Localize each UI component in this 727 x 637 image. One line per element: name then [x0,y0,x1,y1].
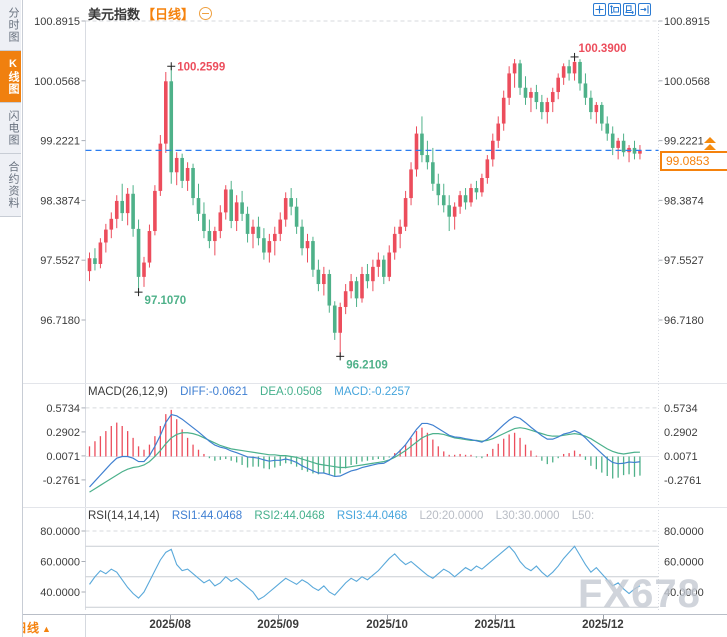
x-axis-label: 2025/12 [582,619,624,631]
dea-line [89,427,640,493]
macd-macd-value: MACD:-0.2257 [334,386,411,398]
svg-text:96.7180: 96.7180 [40,315,80,327]
x-axis-bar: 日线 ▲ 2025/08 2025/09 2025/10 2025/11 2025/12 [0,614,727,637]
candlestick-series [87,56,642,357]
grid [22,20,727,610]
rsi-header: RSI(14,14,14) RSI1:44.0468 RSI2:44.0468 … [88,510,603,522]
svg-text:100.3900: 100.3900 [579,43,627,55]
svg-text:60.0000: 60.0000 [664,557,704,569]
macd-label: MACD(26,12,9) [88,386,168,398]
rsi1-value: RSI1:44.0468 [171,510,243,522]
svg-text:99.2221: 99.2221 [664,136,704,148]
rsi-label: RSI(14,14,14) [88,510,160,522]
rsi2-value: RSI2:44.0468 [254,510,325,522]
sidebar-tab-lightning-chart[interactable]: 闪电图 [0,103,21,154]
svg-text:96.7180: 96.7180 [664,315,704,327]
x-axis-tick [170,615,172,619]
chart-toolbar [593,3,651,16]
watermark: FX678 [578,572,701,616]
svg-text:0.0071: 0.0071 [46,451,80,463]
x-axis-label: 2025/10 [366,619,408,631]
rsi3-value: RSI3:44.0468 [336,510,408,522]
move-tool-icon[interactable] [593,3,606,16]
svg-text:96.2109: 96.2109 [346,359,388,371]
svg-text:-0.2761: -0.2761 [43,475,80,487]
x-axis-tick [278,615,280,619]
bottom-bar-divider [85,615,86,637]
macd-header: MACD(26,12,9) DIFF:-0.0621 DEA:0.0508 MA… [88,386,419,398]
svg-text:80.0000: 80.0000 [664,526,704,538]
svg-text:100.2599: 100.2599 [177,61,225,73]
diff-line [89,413,641,488]
macd-panel: 0.5734 0.5734 0.2902 0.2902 0.0071 0.0071 -0.2… [43,403,701,493]
svg-text:-0.2761: -0.2761 [664,475,701,487]
fit-vertical-icon[interactable] [608,3,621,16]
period-tag: 【日线】 [142,7,195,22]
svg-text:0.0071: 0.0071 [664,451,698,463]
sidebar: 分时图 K线图 闪电图 合约资料 [0,0,23,637]
svg-text:100.8915: 100.8915 [664,16,710,28]
x-axis-label: 2025/09 [257,619,299,631]
svg-text:0.5734: 0.5734 [46,403,80,415]
price-up-arrows-icon [704,137,716,151]
macd-dea-value: DEA:0.0508 [260,386,323,398]
circle-minus-icon[interactable] [199,7,213,20]
svg-text:100.0568: 100.0568 [34,76,80,88]
svg-text:0.2902: 0.2902 [46,427,80,439]
svg-text:97.5527: 97.5527 [40,255,80,267]
x-axis-label: 2025/11 [474,619,516,631]
svg-text:99.2221: 99.2221 [40,136,80,148]
svg-text:60.0000: 60.0000 [40,557,80,569]
go-to-latest-icon[interactable] [638,3,651,16]
svg-text:97.1070: 97.1070 [145,295,187,307]
sidebar-tab-kline-chart[interactable]: K线图 [0,51,21,103]
chart-title-bar: 美元指数 【日线】 [88,4,213,24]
current-price-tag: 99.0853 [660,151,727,171]
x-axis-label: 2025/08 [149,619,191,631]
rsi-line [89,545,641,601]
svg-text:80.0000: 80.0000 [40,526,80,538]
x-axis-tick [387,615,389,619]
rsi-l50-value: L50: [571,510,595,522]
svg-text:0.5734: 0.5734 [664,403,698,415]
svg-text:100.8915: 100.8915 [34,16,80,28]
svg-text:97.5527: 97.5527 [664,255,704,267]
fit-horizontal-icon[interactable] [623,3,636,16]
rsi-l30-value: L30:30.0000 [495,510,560,522]
rsi-l20-value: L20:20.0000 [419,510,484,522]
chevron-up-icon: ▲ [42,624,51,634]
price-markers: 100.2599 100.3900 97.1070 96.2109 [134,43,627,371]
x-axis-tick [602,615,604,619]
x-axis-tick [494,615,496,619]
sidebar-tab-time-chart[interactable]: 分时图 [0,0,21,51]
macd-diff-value: DIFF:-0.0621 [180,386,248,398]
instrument-title: 美元指数 [88,7,141,22]
svg-text:40.0000: 40.0000 [40,587,80,599]
main-y-axis: 100.8915 100.8915 100.0568 100.0568 99.2221 9… [34,16,710,327]
svg-text:40.0000: 40.0000 [664,587,704,599]
svg-text:0.2902: 0.2902 [664,427,698,439]
svg-text:100.0568: 100.0568 [664,76,710,88]
rsi-panel: 80.0000 80.0000 60.0000 60.0000 40.0000 40.00… [40,526,704,608]
sidebar-tab-contract-info[interactable]: 合约资料 [0,154,21,217]
svg-text:98.3874: 98.3874 [664,195,704,207]
svg-text:98.3874: 98.3874 [40,195,80,207]
